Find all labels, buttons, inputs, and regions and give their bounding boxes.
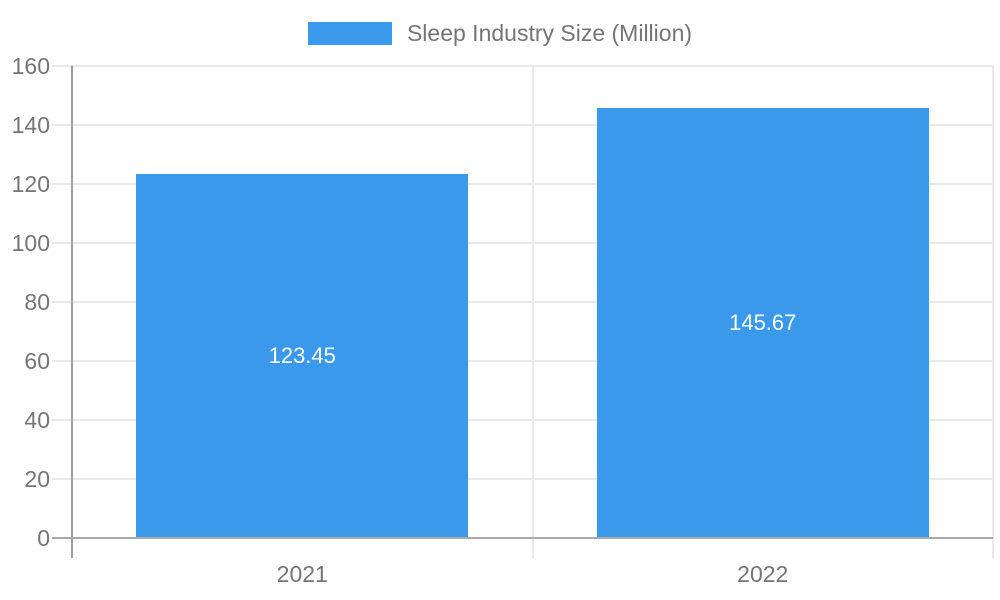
bar-value-label-2022: 145.67 <box>729 310 797 336</box>
y-axis: 0 20 40 60 80 100 120 140 160 <box>0 53 50 551</box>
x-axis: 2021 2022 <box>72 560 993 590</box>
legend-swatch <box>307 22 392 45</box>
h-gridline-160 <box>52 65 993 67</box>
y-tick-label-20: 20 <box>24 466 50 492</box>
y-tick-label-80: 80 <box>24 289 50 315</box>
y-tick-label-140: 140 <box>11 112 50 138</box>
x-tick-label-2022: 2022 <box>737 561 789 587</box>
h-gridline-40 <box>52 419 993 421</box>
y-tick-label-60: 60 <box>24 348 50 374</box>
h-gridline-140 <box>52 124 993 126</box>
chart-legend: Sleep Industry Size (Million) <box>0 20 1000 47</box>
y-tick-label-40: 40 <box>24 407 50 433</box>
bar-2021[interactable]: 123.45 <box>136 173 469 538</box>
v-gridline-2 <box>992 66 994 558</box>
y-tick-label-120: 120 <box>11 171 50 197</box>
y-tick-label-100: 100 <box>11 230 50 256</box>
x-axis-baseline <box>52 537 993 539</box>
plot-area: 123.45 145.67 <box>52 65 994 558</box>
h-gridline-120 <box>52 183 993 185</box>
bar-value-label-2021: 123.45 <box>268 342 336 368</box>
legend-label: Sleep Industry Size (Million) <box>406 20 693 46</box>
h-gridline-100 <box>52 242 993 244</box>
y-tick-label-0: 0 <box>37 525 50 551</box>
h-gridline-60 <box>52 360 993 362</box>
bar-2022[interactable]: 145.67 <box>596 108 929 538</box>
h-gridline-80 <box>52 301 993 303</box>
h-gridline-20 <box>52 478 993 480</box>
x-tick-label-2021: 2021 <box>276 561 328 587</box>
y-axis-line <box>71 66 73 558</box>
y-tick-label-160: 160 <box>11 53 50 79</box>
v-gridline-1 <box>531 66 534 558</box>
